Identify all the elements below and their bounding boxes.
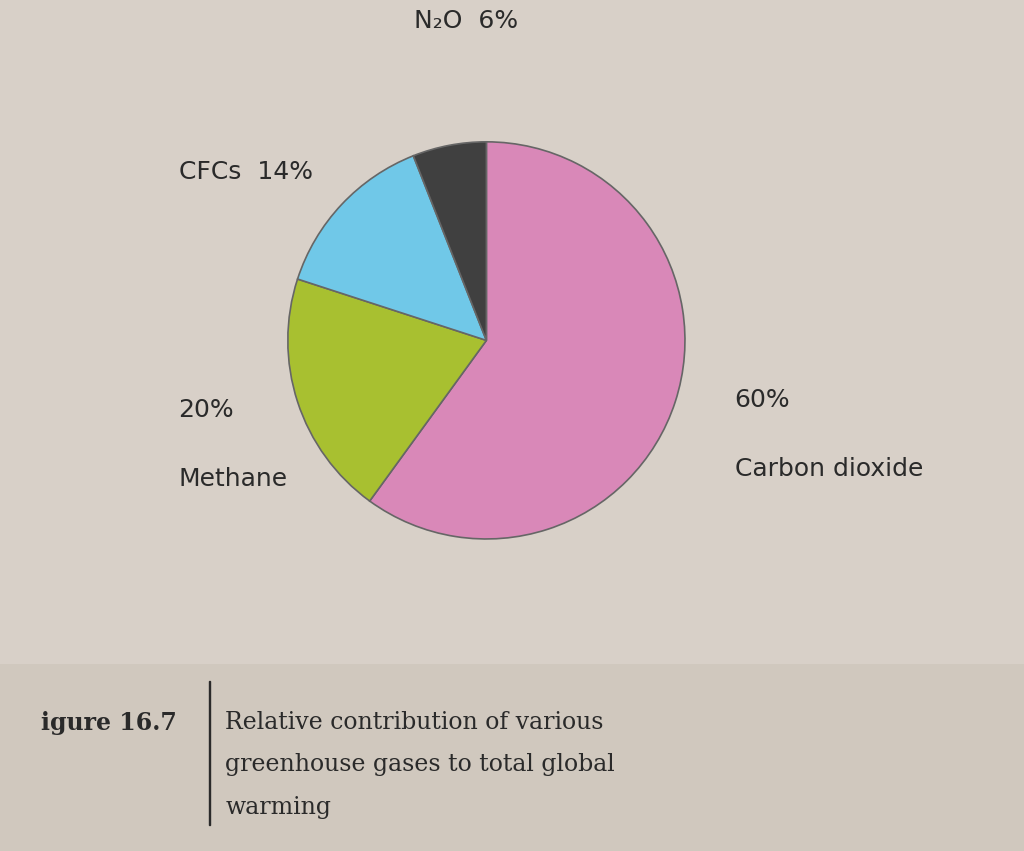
Wedge shape: [414, 142, 486, 340]
Text: 60%: 60%: [734, 388, 791, 412]
Text: warming: warming: [225, 796, 332, 819]
Text: Relative contribution of various: Relative contribution of various: [225, 711, 604, 734]
Text: greenhouse gases to total global: greenhouse gases to total global: [225, 753, 615, 776]
Text: Carbon dioxide: Carbon dioxide: [734, 458, 923, 482]
Text: 20%: 20%: [178, 398, 234, 422]
Wedge shape: [370, 142, 685, 539]
Text: N₂O  6%: N₂O 6%: [415, 9, 518, 32]
Text: Methane: Methane: [178, 467, 288, 491]
Text: igure 16.7: igure 16.7: [41, 711, 177, 734]
Text: CFCs  14%: CFCs 14%: [178, 160, 312, 184]
Wedge shape: [288, 279, 486, 501]
Wedge shape: [298, 156, 486, 340]
